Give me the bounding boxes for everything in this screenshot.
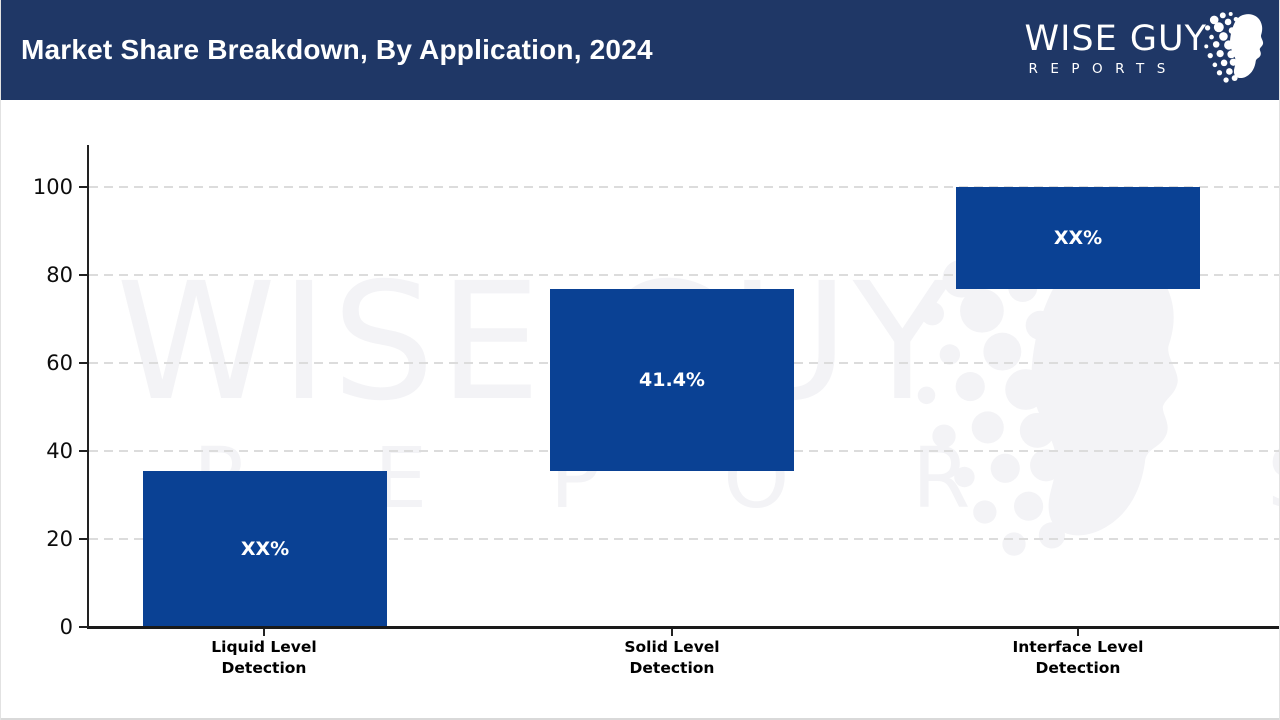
bar-value-label: 41.4%: [639, 369, 705, 392]
header-bar: Market Share Breakdown, By Application, …: [1, 0, 1279, 100]
y-tick-mark: [79, 186, 88, 188]
y-tick-label: 80: [46, 263, 73, 287]
y-tick-mark: [79, 274, 88, 276]
wiseguy-head-icon: [1204, 12, 1264, 83]
x-category-line2: Detection: [221, 659, 307, 677]
bar-value-label: XX%: [1053, 227, 1103, 250]
y-tick-label: 100: [32, 175, 73, 199]
bottom-border: [1, 718, 1279, 720]
y-tick-label: 60: [46, 351, 73, 375]
bar-interface-level-detection: XX%: [956, 187, 1200, 290]
x-category-label: Interface Level Detection: [918, 637, 1238, 679]
y-tick-mark: [79, 362, 88, 364]
bar-value-label: XX%: [240, 538, 290, 561]
y-axis-line: [87, 145, 89, 629]
watermark-wordmark: WISE GUY: [116, 249, 956, 437]
y-tick-label: 40: [46, 439, 73, 463]
gridline-100: [89, 186, 1279, 188]
logo-reports-text: REPORTS: [1028, 60, 1178, 77]
x-category-line1: Liquid Level: [211, 638, 317, 656]
x-category-label: Solid Level Detection: [512, 637, 832, 679]
logo-wordmark: WISE GUY: [1024, 19, 1207, 60]
gridline-80: [89, 274, 1279, 276]
x-category-line2: Detection: [1035, 659, 1121, 677]
wiseguy-logo: WISE GUY REPORTS: [1024, 8, 1267, 90]
wiseguy-logo-text: WISE GUY REPORTS: [1024, 21, 1207, 77]
x-axis-line: [87, 626, 1279, 629]
x-tick-mark: [263, 629, 265, 636]
y-tick-mark: [79, 450, 88, 452]
bar-solid-level-detection: 41.4%: [550, 289, 794, 472]
gridline-20: [89, 538, 1279, 540]
y-tick-label: 0: [59, 615, 73, 639]
x-category-label: Liquid Level Detection: [104, 637, 424, 679]
x-category-line1: Interface Level: [1012, 638, 1144, 656]
y-tick-mark: [79, 538, 88, 540]
x-tick-mark: [1077, 629, 1079, 636]
x-category-line2: Detection: [629, 659, 715, 677]
x-tick-mark: [671, 629, 673, 636]
bar-liquid-level-detection: XX%: [143, 471, 387, 627]
y-tick-mark: [79, 626, 88, 628]
page-title: Market Share Breakdown, By Application, …: [21, 34, 653, 65]
x-category-line1: Solid Level: [624, 638, 720, 656]
y-tick-label: 20: [46, 527, 73, 551]
